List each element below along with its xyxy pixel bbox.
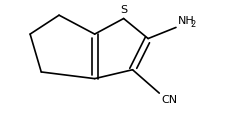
Text: CN: CN: [161, 95, 177, 105]
Text: NH: NH: [178, 16, 194, 26]
Text: S: S: [120, 4, 127, 14]
Text: 2: 2: [190, 20, 195, 29]
